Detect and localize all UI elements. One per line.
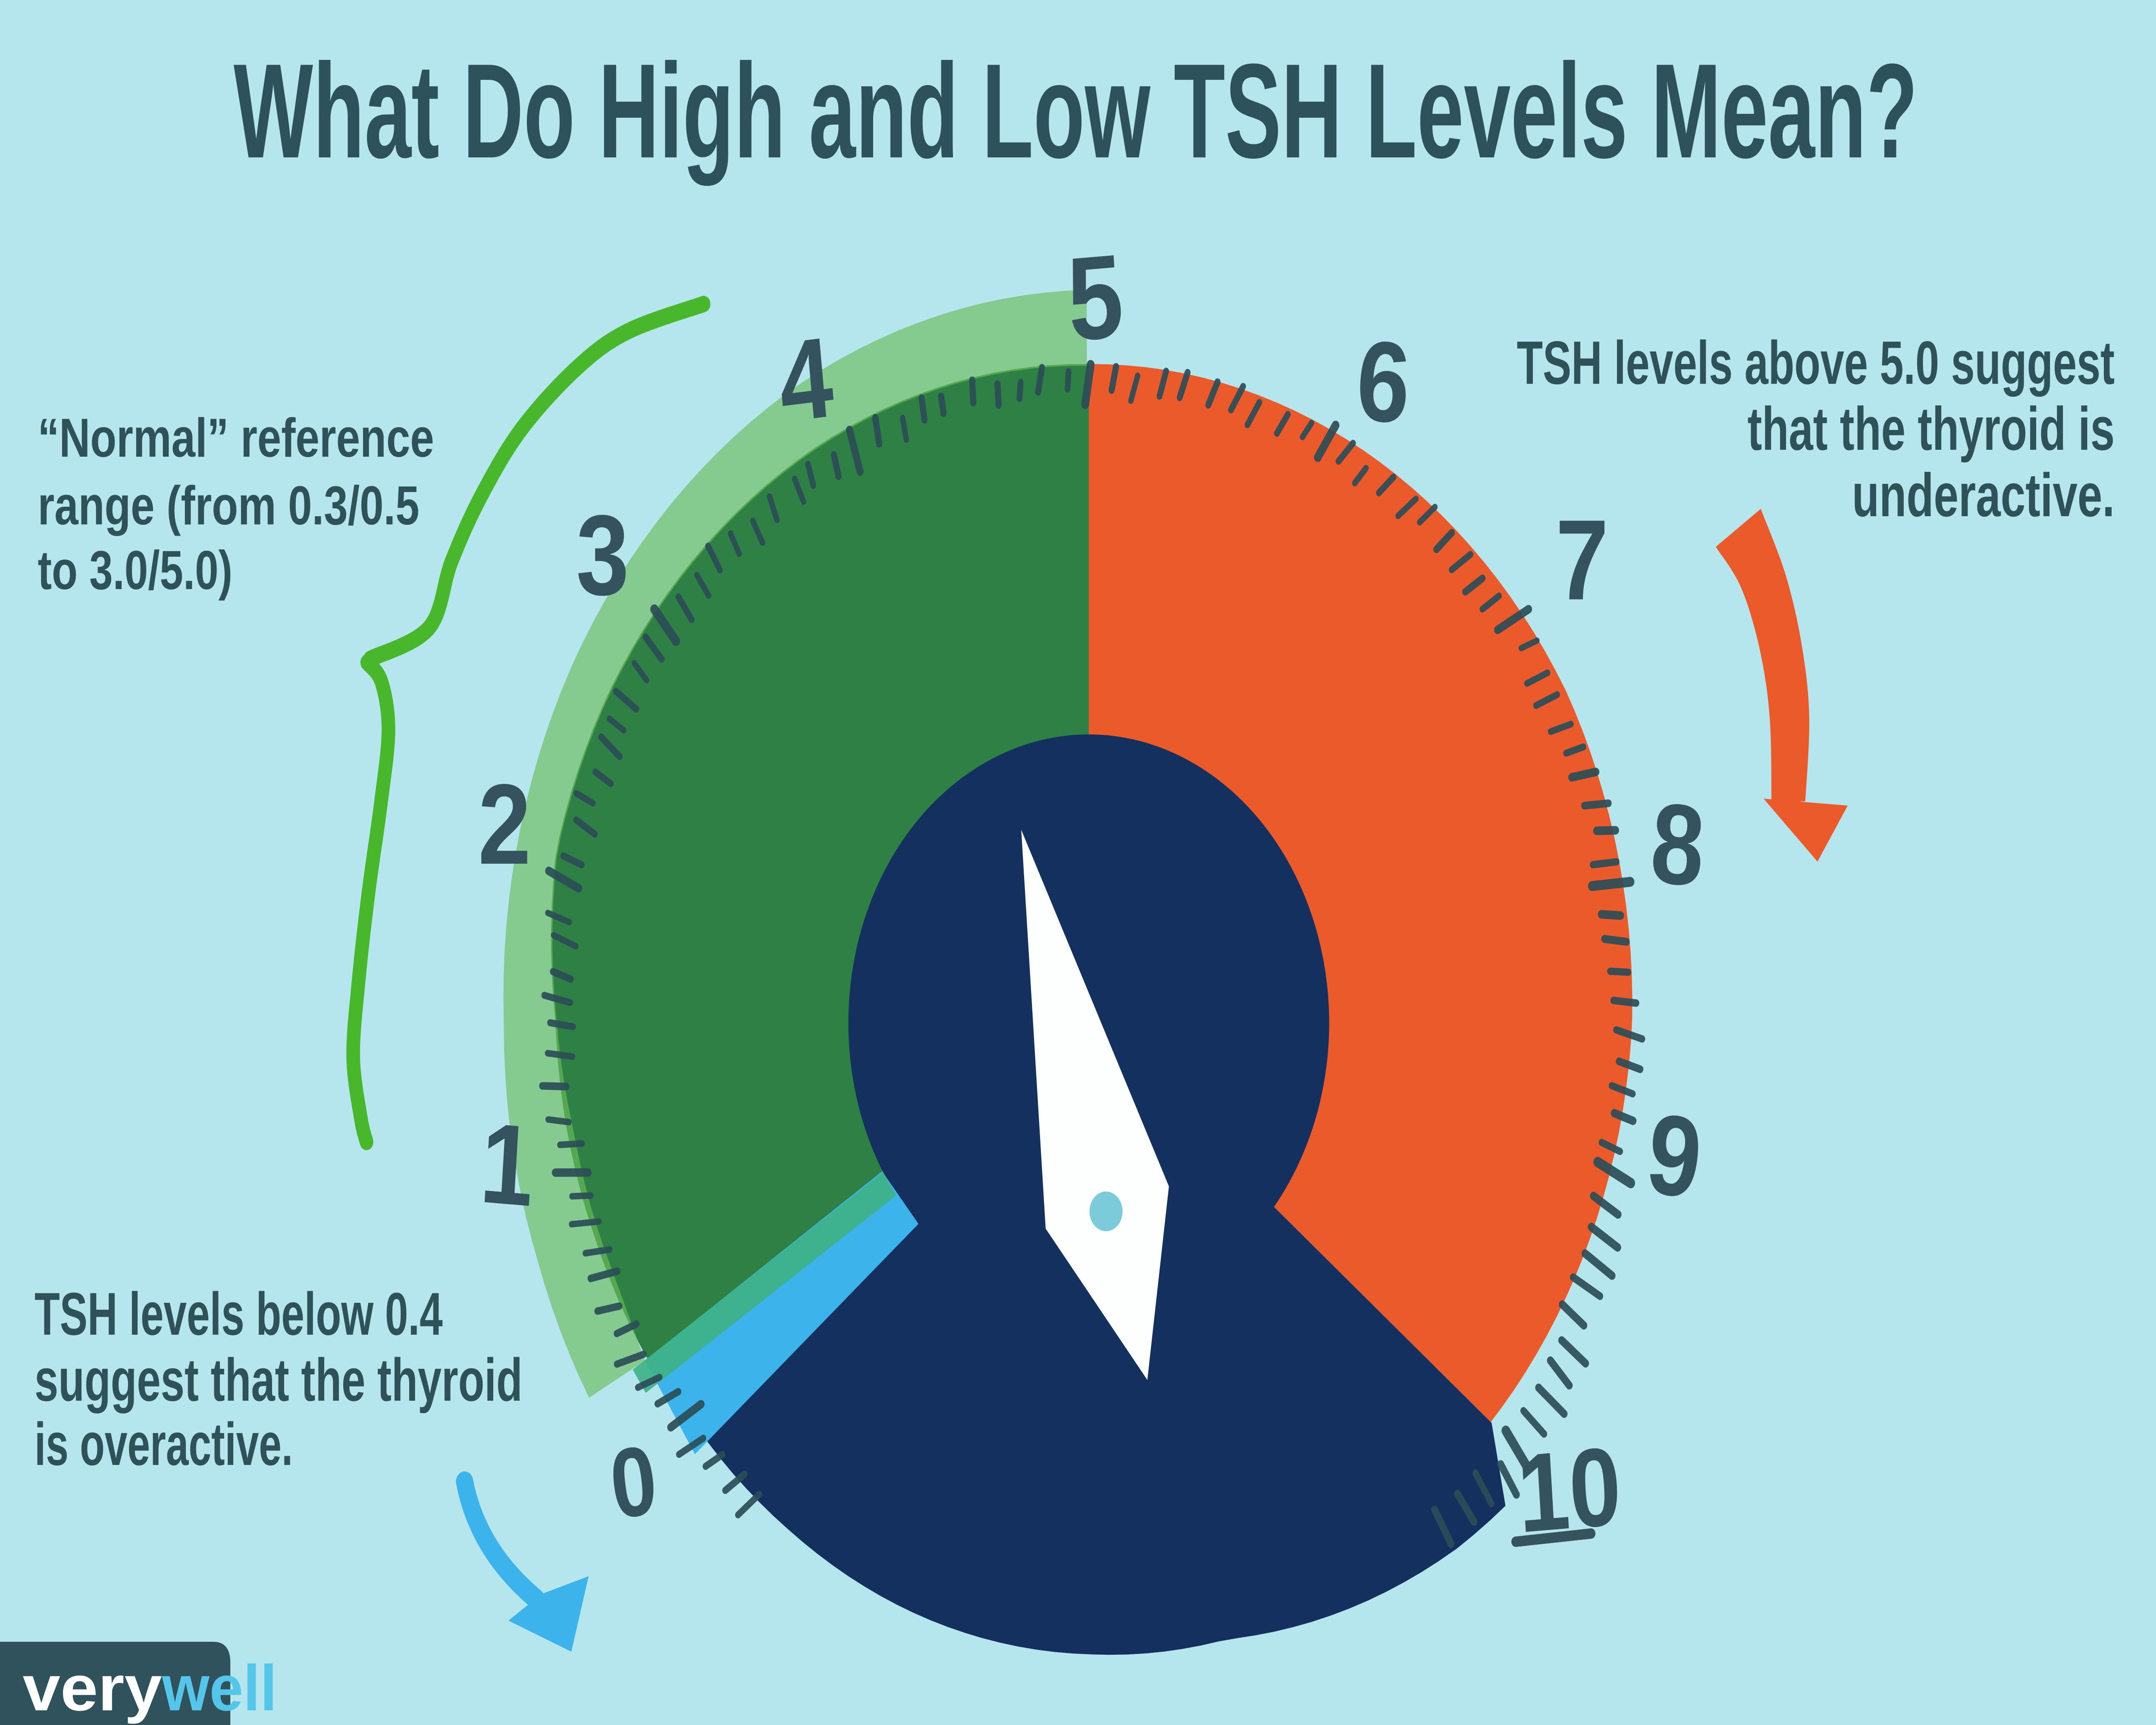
svg-text:that the thyroid is: that the thyroid is [1748, 395, 2115, 463]
svg-text:6: 6 [1353, 316, 1413, 448]
svg-text:suggest that the thyroid: suggest that the thyroid [34, 1346, 523, 1414]
svg-text:TSH levels below 0.4: TSH levels below 0.4 [34, 1280, 443, 1348]
svg-text:TSH levels above 5.0 suggest: TSH levels above 5.0 suggest [1517, 329, 2115, 397]
svg-text:well: well [162, 1652, 277, 1724]
svg-text:7: 7 [1556, 496, 1609, 624]
svg-text:very: very [23, 1652, 163, 1724]
svg-text:5: 5 [1064, 229, 1126, 366]
svg-text:4: 4 [774, 313, 837, 446]
svg-text:2: 2 [478, 760, 531, 888]
svg-text:to 3.0/5.0): to 3.0/5.0) [38, 539, 233, 601]
svg-text:range (from 0.3/0.5: range (from 0.3/0.5 [38, 475, 420, 536]
svg-text:is overactive.: is overactive. [34, 1411, 293, 1478]
svg-text:10: 10 [1514, 1424, 1624, 1556]
svg-text:underactive.: underactive. [1852, 461, 2115, 530]
svg-text:1: 1 [477, 1098, 538, 1230]
svg-text:What Do High and Low TSH Level: What Do High and Low TSH Levels Mean? [234, 36, 1918, 187]
svg-text:“Normal” reference: “Normal” reference [38, 407, 434, 468]
svg-text:3: 3 [576, 491, 629, 619]
svg-text:8: 8 [1648, 778, 1708, 910]
